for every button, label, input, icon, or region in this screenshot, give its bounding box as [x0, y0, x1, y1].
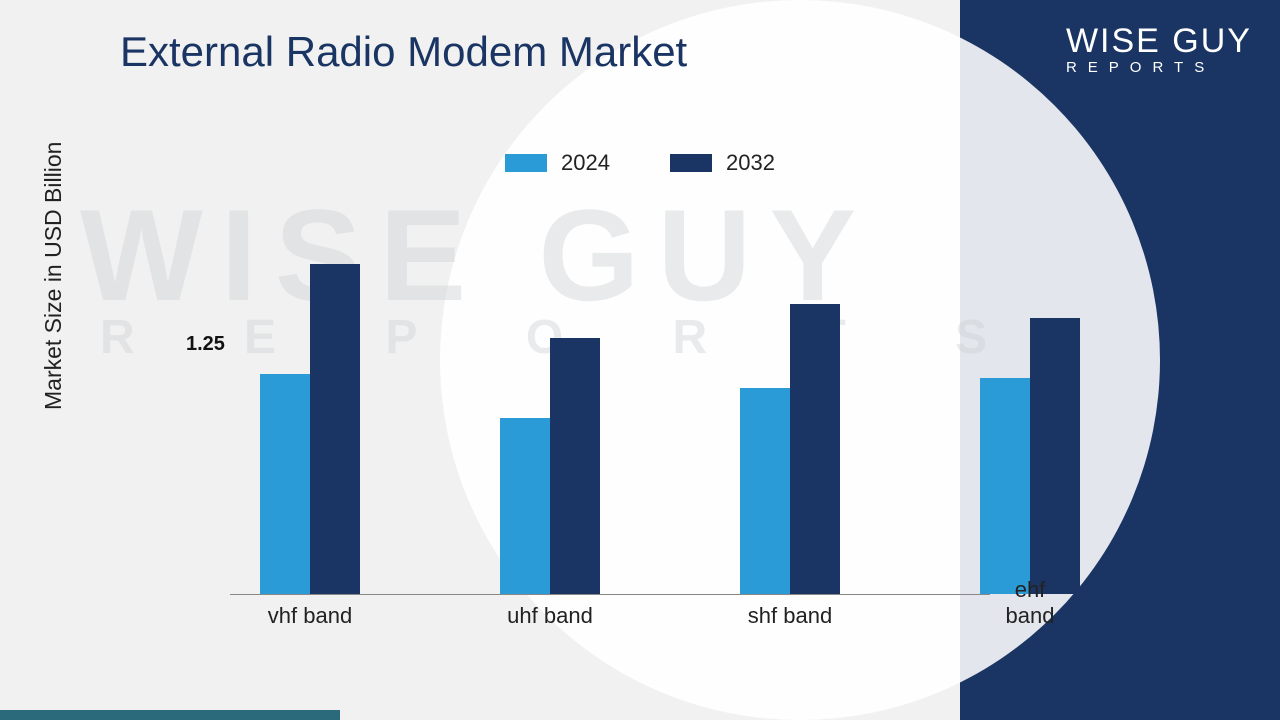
legend-swatch — [505, 154, 547, 172]
y-axis-label: Market Size in USD Billion — [40, 142, 67, 410]
chart-title: External Radio Modem Market — [120, 28, 687, 76]
legend-item: 2024 — [505, 150, 610, 176]
legend: 2024 2032 — [0, 150, 1280, 176]
logo-line2: REPORTS — [1066, 59, 1252, 76]
bar-group — [980, 318, 1080, 594]
bar-chart: 1.25 vhf banduhf bandshf bandehf band — [90, 195, 970, 635]
legend-swatch — [670, 154, 712, 172]
bar — [310, 264, 360, 594]
bar — [740, 388, 790, 594]
x-axis-label: shf band — [748, 603, 832, 629]
legend-label: 2024 — [561, 150, 610, 176]
logo-line1: WISE GUY — [1066, 22, 1252, 61]
plot-area — [230, 195, 990, 595]
bar — [260, 374, 310, 594]
bar — [790, 304, 840, 594]
bar-group — [500, 338, 600, 594]
bar-group — [740, 304, 840, 594]
bar — [1030, 318, 1080, 594]
legend-item: 2032 — [670, 150, 775, 176]
x-axis-label: vhf band — [268, 603, 352, 629]
bottom-accent-bar — [0, 710, 340, 720]
x-axis-label: uhf band — [507, 603, 593, 629]
x-axis-label: ehf band — [1006, 577, 1055, 629]
brand-logo: WISE GUY REPORTS — [1066, 22, 1252, 76]
legend-label: 2032 — [726, 150, 775, 176]
bar — [980, 378, 1030, 594]
bar-group — [260, 264, 360, 594]
page: WISE GUY R E P O R T S External Radio Mo… — [0, 0, 1280, 720]
y-tick-label: 1.25 — [186, 333, 225, 356]
bar — [550, 338, 600, 594]
bar — [500, 418, 550, 594]
